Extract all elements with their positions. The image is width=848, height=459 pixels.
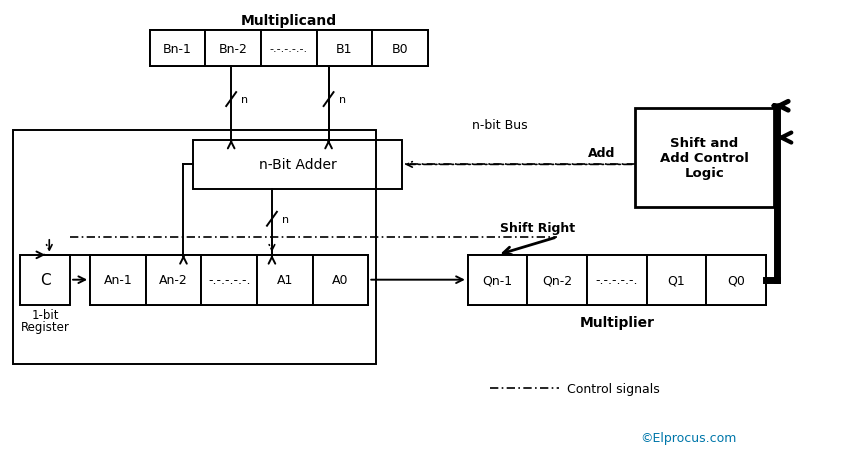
Bar [527,255,587,305]
Text: n: n [282,214,289,224]
Text: ©Elprocus.com: ©Elprocus.com [640,431,737,444]
Text: Multiplicand: Multiplicand [241,14,337,28]
Text: n-Bit Adder: n-Bit Adder [259,158,337,172]
Text: C: C [40,273,51,288]
Text: Multiplier: Multiplier [579,316,655,330]
Bar [313,255,368,305]
Text: -.-.-.-.-.: -.-.-.-.-. [595,274,638,286]
Text: Shift Right: Shift Right [500,221,575,234]
Text: B1: B1 [337,43,353,56]
Bar [146,255,201,305]
Text: An-1: An-1 [103,274,132,286]
Bar [634,108,774,207]
Text: -.-.-.-.-.: -.-.-.-.-. [270,44,308,54]
Text: 1-bit: 1-bit [31,308,59,321]
Bar [257,255,313,305]
Text: Q1: Q1 [667,274,685,286]
Text: A1: A1 [276,274,293,286]
Bar [316,31,372,67]
Bar [13,130,377,364]
Text: -.-.-.-.-.: -.-.-.-.-. [208,274,250,286]
Bar [647,255,706,305]
Text: Bn-1: Bn-1 [163,43,192,56]
Bar [468,255,766,305]
Text: Qn-2: Qn-2 [542,274,572,286]
Bar [587,255,647,305]
Text: An-2: An-2 [159,274,188,286]
Text: Register: Register [21,320,70,333]
Bar [706,255,766,305]
Text: A0: A0 [332,274,349,286]
Text: Add: Add [588,146,615,160]
Text: Q0: Q0 [728,274,745,286]
Bar [20,255,70,305]
Bar [149,31,428,67]
Bar [468,255,527,305]
Bar [205,31,261,67]
Bar [90,255,368,305]
Bar [149,31,205,67]
Bar [261,31,316,67]
Bar [201,255,257,305]
Text: n: n [338,95,346,105]
Text: n: n [241,95,248,105]
Text: Bn-2: Bn-2 [219,43,248,56]
Bar [372,31,428,67]
Text: B0: B0 [392,43,409,56]
Text: Shift and
Add Control
Logic: Shift and Add Control Logic [660,137,749,179]
Text: n-bit Bus: n-bit Bus [471,119,527,132]
Text: Qn-1: Qn-1 [483,274,512,286]
Bar [90,255,146,305]
Bar [193,140,402,190]
Text: Control signals: Control signals [567,382,660,395]
